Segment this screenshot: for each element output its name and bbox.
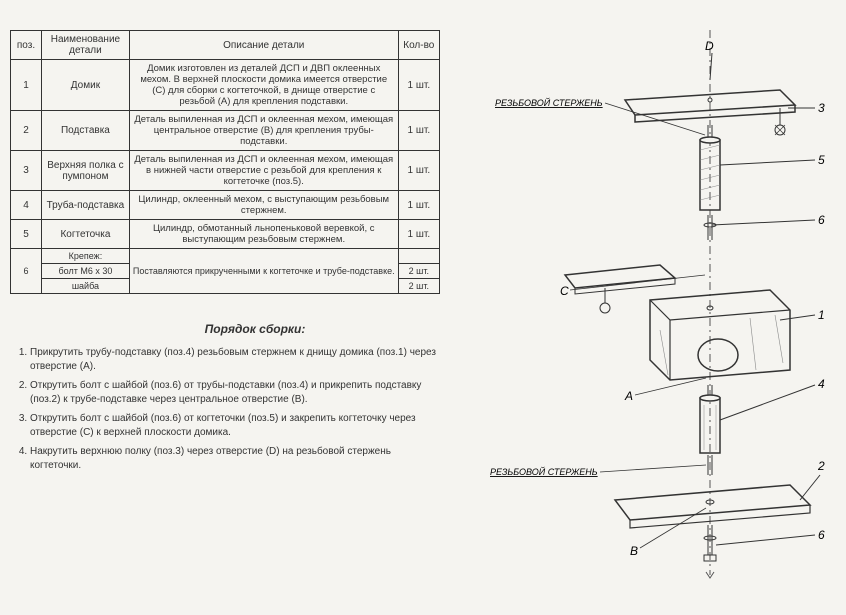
th-desc: Описание детали: [129, 31, 398, 60]
callout-a: A: [624, 389, 633, 403]
th-qty: Кол-во: [398, 31, 439, 60]
list-item: Открутить болт с шайбой (поз.6) от трубы…: [30, 379, 440, 406]
callout-d: D: [705, 39, 714, 53]
label-rod-bottom: РЕЗЬБОВОЙ СТЕРЖЕНЬ: [490, 466, 598, 477]
exploded-diagram: D РЕЗЬБОВОЙ СТЕРЖЕНЬ 3 5 6: [450, 20, 830, 580]
num-3: 3: [818, 101, 825, 115]
num-2: 2: [817, 459, 825, 473]
table-row: 6 Крепеж: Поставляются прикрученными к к…: [11, 249, 440, 264]
num-6b: 6: [818, 528, 825, 542]
num-1: 1: [818, 308, 825, 322]
th-name: Наименование детали: [42, 31, 130, 60]
table-row: 5 Когтеточка Цилиндр, обмотанный льнопен…: [11, 220, 440, 249]
list-item: Прикрутить трубу-подставку (поз.4) резьб…: [30, 346, 440, 373]
assembly-title: Порядок сборки:: [70, 322, 440, 336]
num-5: 5: [818, 153, 825, 167]
th-poz: поз.: [11, 31, 42, 60]
table-row: 1 Домик Домик изготовлен из деталей ДСП …: [11, 60, 440, 111]
assembly-steps: Прикрутить трубу-подставку (поз.4) резьб…: [10, 346, 440, 472]
table-row: 2 Подставка Деталь выпиленная из ДСП и о…: [11, 111, 440, 151]
callout-c: C: [560, 284, 569, 298]
list-item: Накрутить верхнюю полку (поз.3) через от…: [30, 445, 440, 472]
parts-table: поз. Наименование детали Описание детали…: [10, 30, 440, 294]
callout-b: B: [630, 544, 638, 558]
label-rod-top: РЕЗЬБОВОЙ СТЕРЖЕНЬ: [495, 97, 603, 108]
num-6a: 6: [818, 213, 825, 227]
table-row: 4 Труба-подставка Цилиндр, оклеенный мех…: [11, 191, 440, 220]
table-row: 3 Верхняя полка с пумпоном Деталь выпиле…: [11, 151, 440, 191]
list-item: Открутить болт с шайбой (поз.6) от когте…: [30, 412, 440, 439]
num-4: 4: [818, 377, 825, 391]
